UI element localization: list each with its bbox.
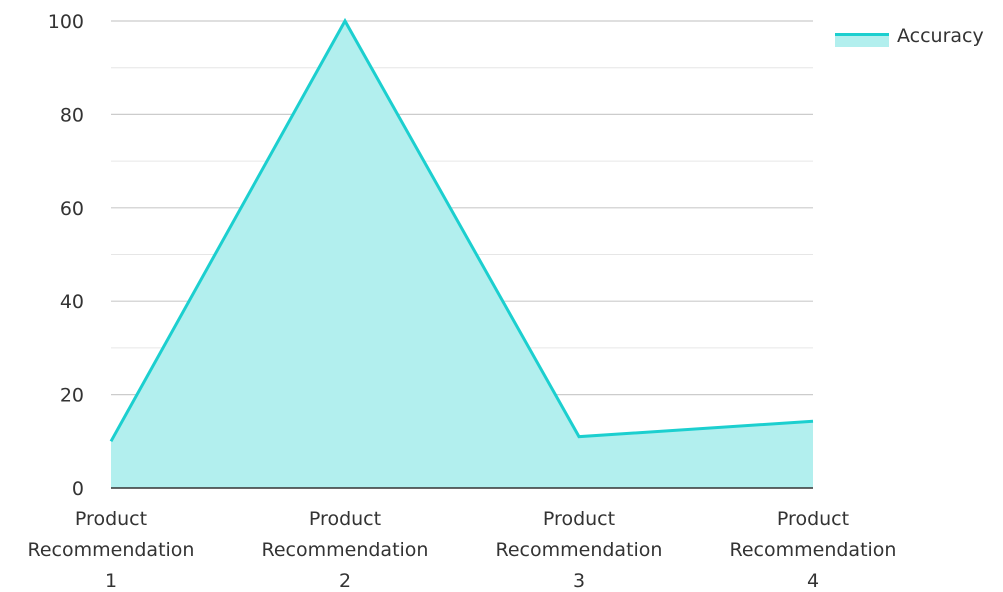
legend[interactable]: Accuracy	[835, 25, 984, 47]
series-area-fill	[111, 21, 813, 488]
series-area	[109, 17, 814, 488]
y-tick-label: 60	[60, 198, 84, 220]
series-line	[109, 17, 814, 443]
x-tick-label: Product Recommendation 1	[28, 508, 195, 592]
x-tick-label: Product Recommendation 4	[730, 508, 897, 592]
y-tick-labels: 0 20 40 60 80 100	[48, 11, 84, 500]
legend-swatch-line	[835, 33, 889, 36]
x-tick-label: Product Recommendation 2	[262, 508, 429, 592]
y-tick-label: 40	[60, 291, 84, 313]
y-tick-label: 0	[72, 478, 84, 500]
y-tick-label: 80	[60, 104, 84, 126]
y-tick-label: 100	[48, 11, 84, 33]
x-tick-label: Product Recommendation 3	[496, 508, 663, 592]
y-tick-label: 20	[60, 385, 84, 407]
legend-label: Accuracy	[897, 25, 984, 47]
legend-swatch-fill	[835, 33, 889, 47]
x-tick-labels: Product Recommendation 1 Product Recommendat…	[28, 508, 897, 592]
